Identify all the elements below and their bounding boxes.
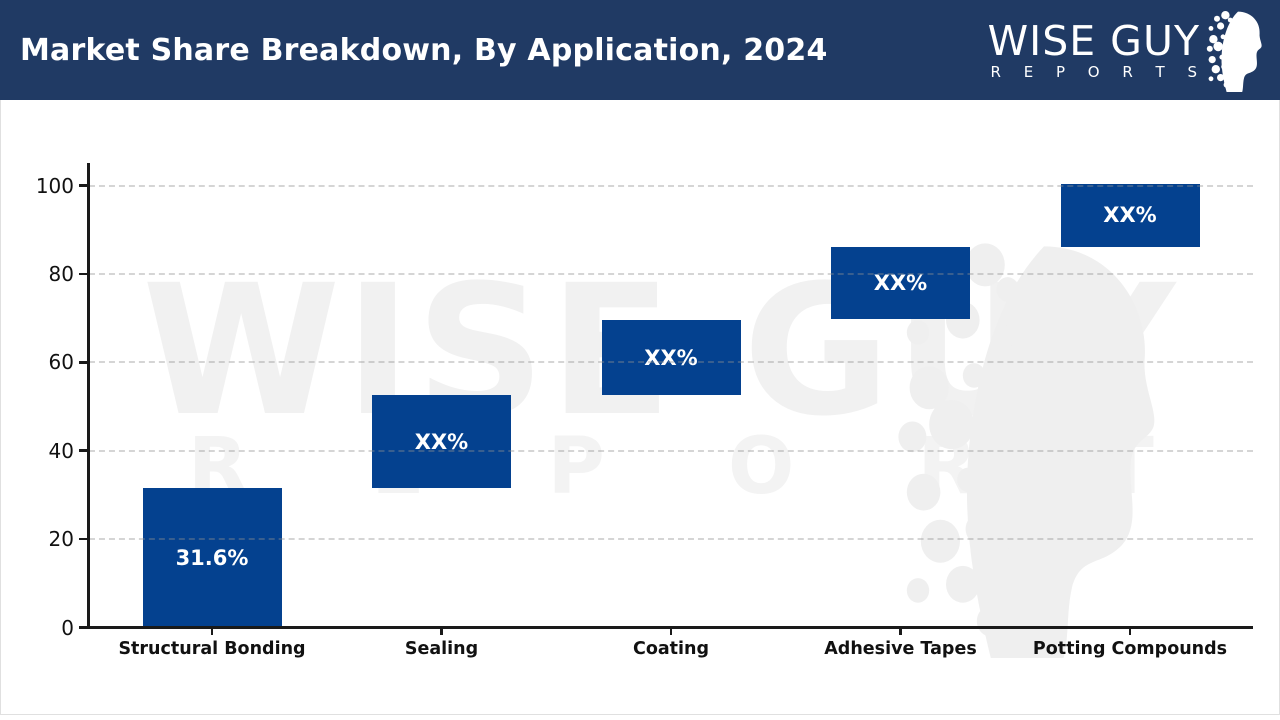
- y-axis-line: [87, 163, 90, 628]
- logo-head-icon: [1206, 11, 1262, 92]
- bar-value-label: XX%: [873, 270, 928, 295]
- x-tick-mark: [669, 628, 673, 635]
- x-tick-mark: [1128, 628, 1132, 635]
- bar: XX%: [831, 246, 970, 319]
- grid-line: [89, 361, 1253, 364]
- grid-line: [89, 449, 1253, 452]
- y-tick-mark: [79, 272, 88, 276]
- y-tick-label: 0: [61, 615, 74, 640]
- x-tick-label: Potting Compounds: [1032, 639, 1228, 659]
- x-tick-label: Adhesive Tapes: [824, 639, 977, 659]
- bar-value-label: XX%: [644, 345, 698, 370]
- y-tick-label: 80: [48, 261, 74, 286]
- header: Market Share Breakdown, By Application, …: [0, 0, 1280, 100]
- logo-text: WISE GUY R E P O R T S: [987, 16, 1200, 80]
- bar: XX%: [372, 395, 511, 488]
- bar-value-label: XX%: [1103, 203, 1157, 228]
- x-tick-mark: [210, 628, 214, 635]
- grid-line: [89, 538, 1253, 541]
- x-tick-label: Coating: [632, 639, 710, 659]
- y-tick-mark: [79, 184, 88, 187]
- y-tick-mark: [79, 626, 88, 629]
- x-tick-label: Sealing: [404, 639, 479, 659]
- bar: XX%: [601, 320, 741, 396]
- x-tick-mark: [899, 628, 902, 635]
- x-tick-mark: [440, 628, 443, 635]
- y-tick-mark: [79, 449, 88, 452]
- watermark-head-icon: [898, 243, 1155, 658]
- y-tick-label: 40: [48, 438, 74, 463]
- logo-subtitle: R E P O R T S: [990, 62, 1206, 81]
- y-tick-label: 100: [35, 173, 74, 198]
- wiseguy-logo: WISE GUY R E P O R T S: [988, 8, 1266, 92]
- y-tick-label: 60: [48, 350, 74, 375]
- bar-value-label: 31.6%: [175, 545, 249, 570]
- bar: XX%: [1060, 183, 1200, 247]
- logo-wordmark: WISE GUY: [987, 16, 1200, 65]
- y-tick-mark: [79, 361, 88, 364]
- bar-value-label: XX%: [414, 429, 469, 454]
- grid-line: [89, 184, 1253, 187]
- x-tick-label: Structural Bonding: [118, 639, 306, 659]
- chart-title: Market Share Breakdown, By Application, …: [20, 32, 828, 68]
- bar: 31.6%: [142, 487, 282, 628]
- grid-line: [89, 272, 1253, 275]
- x-axis-line: [87, 626, 1253, 629]
- y-tick-label: 20: [48, 527, 74, 552]
- y-tick-mark: [79, 537, 88, 541]
